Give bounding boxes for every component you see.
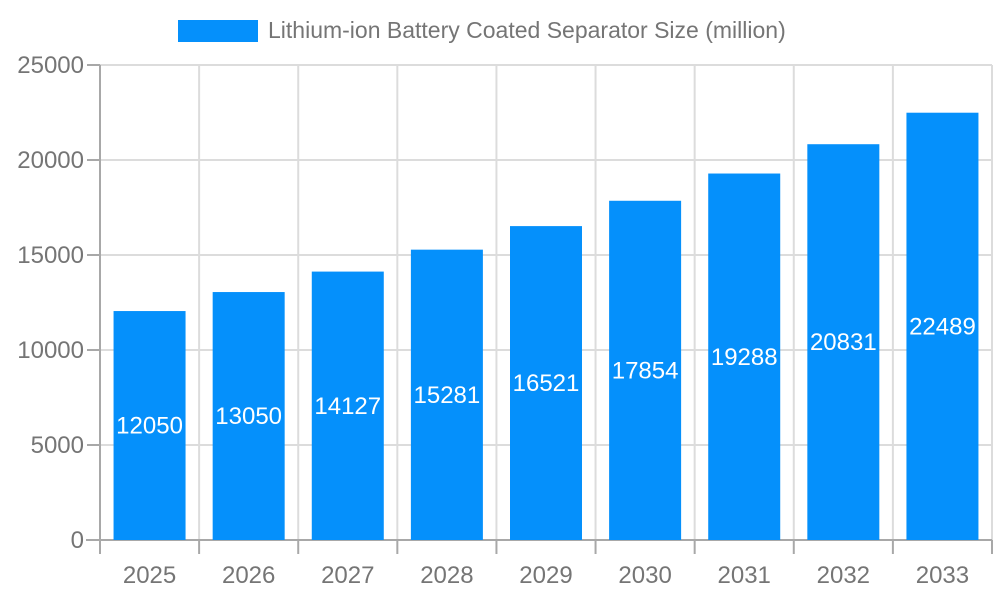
bar-value-label: 13050 <box>215 403 282 430</box>
bar-value-label: 15281 <box>414 382 481 409</box>
bar-value-label: 19288 <box>711 344 778 371</box>
legend-label: Lithium-ion Battery Coated Separator Siz… <box>268 17 786 43</box>
chart-legend[interactable]: Lithium-ion Battery Coated Separator Siz… <box>178 17 786 44</box>
y-axis-label: 10000 <box>17 337 84 364</box>
bar-value-label: 16521 <box>513 370 580 397</box>
y-axis-label: 0 <box>71 527 84 554</box>
bar-2028 <box>410 249 483 540</box>
bar-2029 <box>510 226 582 540</box>
bar-2026 <box>212 292 285 540</box>
bar-2032 <box>807 144 880 540</box>
x-axis-label: 2030 <box>618 562 671 589</box>
x-axis-label: 2029 <box>519 562 572 589</box>
legend-swatch <box>178 19 258 42</box>
x-axis-label: 2031 <box>718 562 771 589</box>
bar-2031 <box>708 173 781 540</box>
x-axis-label: 2028 <box>420 562 473 589</box>
y-axis-label: 20000 <box>17 147 84 174</box>
x-axis-label: 2027 <box>321 562 374 589</box>
x-axis-label: 2025 <box>123 562 176 589</box>
x-axis-label: 2026 <box>222 562 275 589</box>
y-axis-label: 25000 <box>17 52 84 79</box>
x-axis-label: 2032 <box>817 562 870 589</box>
bar-2027 <box>311 271 384 540</box>
bar-value-label: 20831 <box>810 329 877 356</box>
bar-value-label: 17854 <box>612 357 679 384</box>
bar-2025 <box>113 311 186 540</box>
bar-2033 <box>906 112 979 541</box>
bar-value-label: 14127 <box>314 393 381 420</box>
bar-value-label: 12050 <box>116 413 183 440</box>
bar-value-label: 22489 <box>909 313 976 340</box>
x-axis-label: 2033 <box>916 562 969 589</box>
y-axis-label: 15000 <box>17 242 84 269</box>
y-axis-label: 5000 <box>31 432 84 459</box>
bar-2030 <box>609 200 682 541</box>
